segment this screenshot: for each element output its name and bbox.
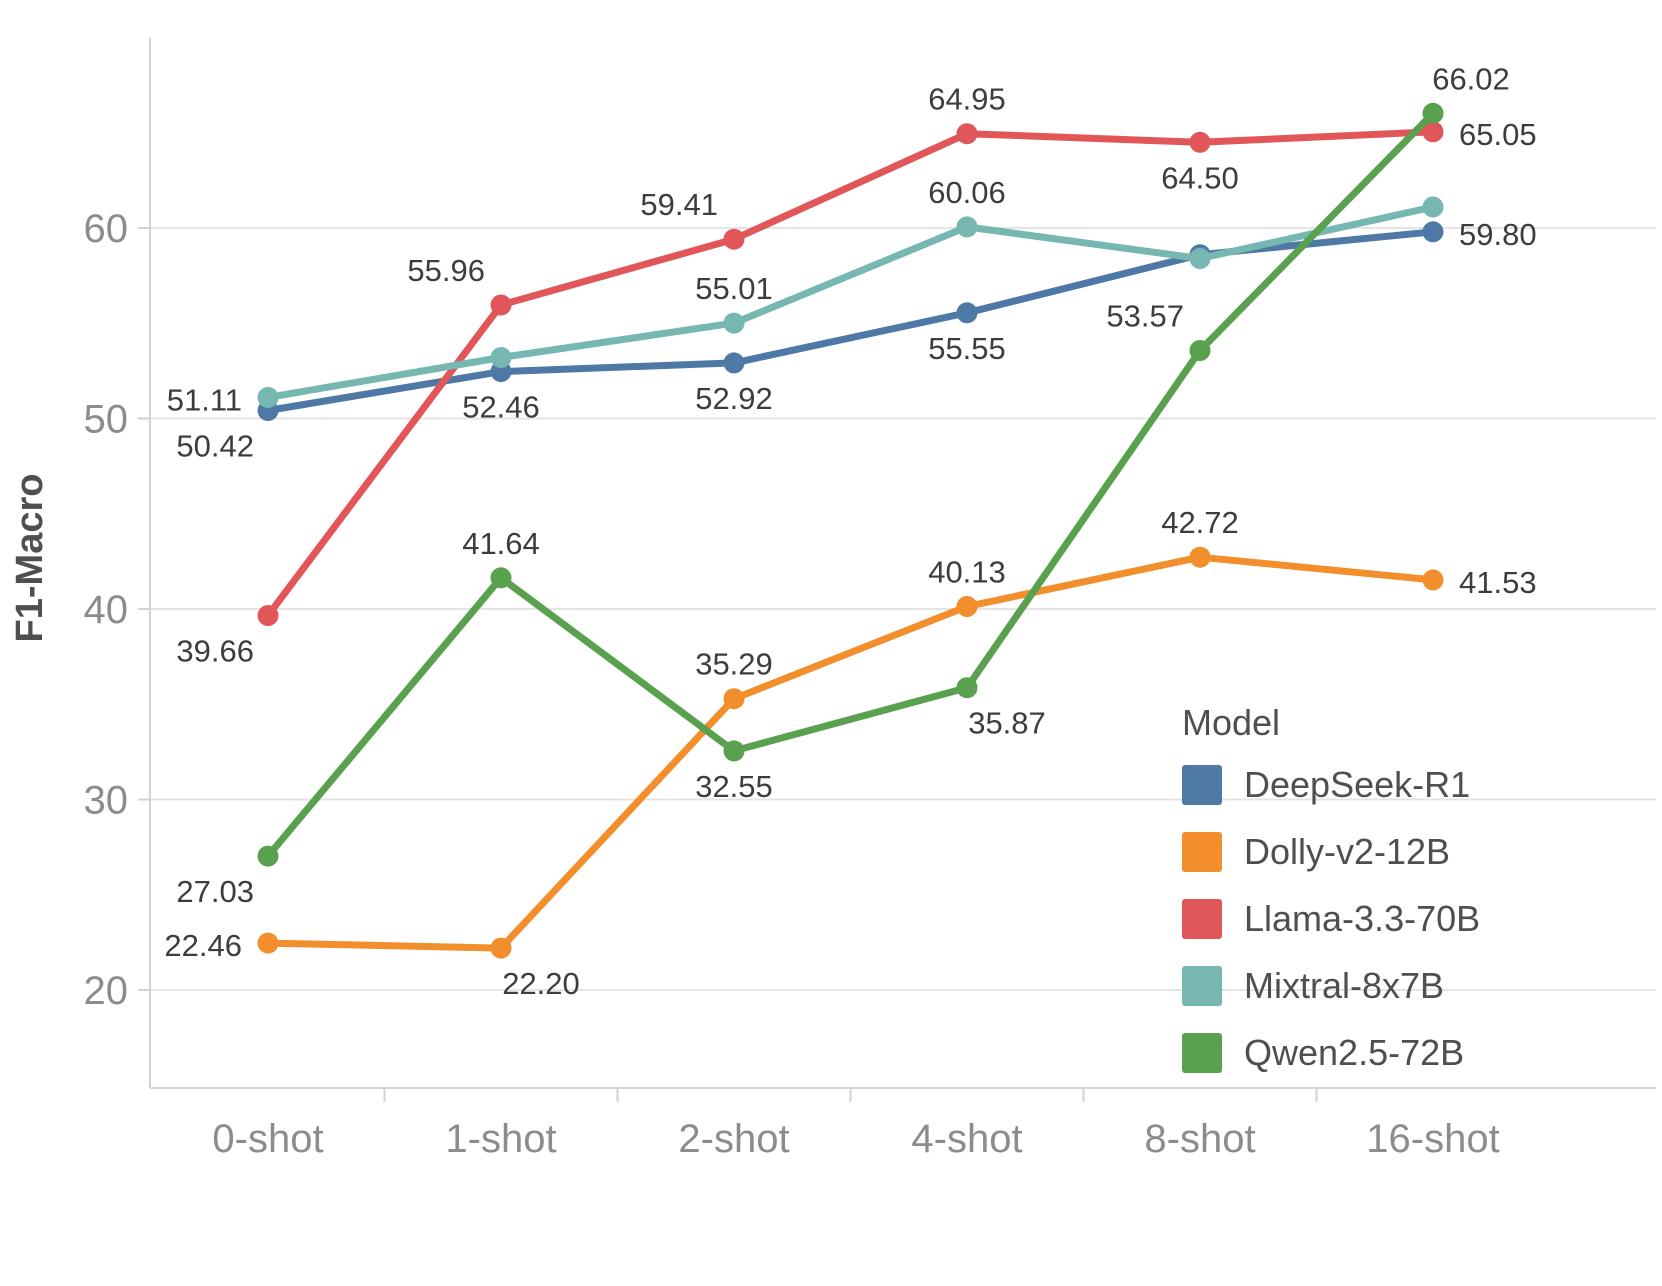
legend-swatch-deepseek-r1 [1182,765,1222,805]
data-label-dolly-v2-12b-1-shot: 22.20 [502,966,580,1001]
data-point-qwen2-5-72b-4-shot [956,677,978,699]
data-label-mixtral-8x7b-2-shot: 55.01 [695,271,773,306]
data-label-dolly-v2-12b-2-shot: 35.29 [695,647,773,682]
data-point-mixtral-8x7b-16-shot [1422,196,1444,218]
data-label-mixtral-8x7b-4-shot: 60.06 [928,175,1006,210]
legend-items: DeepSeek-R1 Dolly-v2-12B Llama-3.3-70B Mixt… [1182,764,1480,1074]
data-label-qwen2-5-72b-1-shot: 41.64 [462,526,540,561]
legend-title: Model [1182,702,1281,743]
data-point-deepseek-r1-4-shot [956,302,978,324]
data-point-mixtral-8x7b-1-shot [490,347,512,368]
x-tick-label-16-shot: 16-shot [1366,1117,1499,1161]
y-tick-label: 20 [84,969,129,1013]
data-point-mixtral-8x7b-0-shot [257,386,279,408]
data-label-mixtral-8x7b-0-shot: 51.11 [167,382,242,417]
data-point-llama-3-3-70b-16-shot [1422,121,1444,143]
series-line-qwen2-5-72b [264,109,1437,860]
data-label-qwen2-5-72b-16-shot: 66.02 [1432,61,1510,96]
x-tick-label-1-shot: 1-shot [445,1117,556,1161]
data-point-qwen2-5-72b-2-shot [723,740,745,762]
legend-label: Llama-3.3-70B [1244,898,1481,939]
data-point-mixtral-8x7b-4-shot [956,216,978,238]
data-point-llama-3-3-70b-4-shot [956,123,978,145]
data-label-llama-3-3-70b-4-shot: 64.95 [928,82,1006,117]
series-line-mixtral-8x7b [264,203,1437,401]
data-label-llama-3-3-70b-16-shot: 65.05 [1459,117,1537,152]
data-label-dolly-v2-12b-0-shot: 22.46 [164,928,242,963]
y-axis-title: F1-Macro [9,474,51,643]
legend-label: DeepSeek-R1 [1244,764,1471,805]
y-tick-label: 50 [84,398,129,442]
data-label-llama-3-3-70b-2-shot: 59.41 [640,187,718,222]
data-label-qwen2-5-72b-0-shot: 27.03 [176,874,254,909]
data-label-deepseek-r1-1-shot: 52.46 [462,390,540,425]
legend-item-mixtral-8x7b: Mixtral-8x7B [1182,965,1480,1007]
data-point-qwen2-5-72b-16-shot [1422,102,1444,124]
data-point-dolly-v2-12b-0-shot [257,932,279,954]
data-point-mixtral-8x7b-2-shot [723,312,745,334]
legend-item-deepseek-r1: DeepSeek-R1 [1182,764,1480,806]
data-label-deepseek-r1-0-shot: 50.42 [176,429,254,464]
y-tick-label: 30 [84,779,129,823]
data-point-qwen2-5-72b-1-shot [490,567,512,589]
legend-item-dolly-v2-12b: Dolly-v2-12B [1182,831,1480,873]
legend-swatch-mixtral-8x7b [1182,966,1222,1006]
legend-label: Qwen2.5-72B [1244,1032,1465,1073]
legend-swatch-dolly-v2-12b [1182,832,1222,872]
data-point-dolly-v2-12b-16-shot [1422,569,1444,591]
x-tick-label-2-shot: 2-shot [678,1117,789,1161]
data-label-llama-3-3-70b-8-shot: 64.50 [1161,160,1239,195]
data-point-qwen2-5-72b-0-shot [257,845,279,867]
legend-swatch-qwen2-5-72b [1182,1033,1222,1073]
data-label-dolly-v2-12b-16-shot: 41.53 [1459,565,1537,600]
data-label-llama-3-3-70b-0-shot: 39.66 [176,634,254,669]
legend-item-llama-3-3-70b: Llama-3.3-70B [1182,898,1480,940]
x-tick-label-0-shot: 0-shot [212,1117,323,1161]
data-point-dolly-v2-12b-1-shot [490,937,512,959]
legend-swatch-llama-3-3-70b [1182,899,1222,939]
data-point-deepseek-r1-16-shot [1422,221,1444,243]
series-line-dolly-v2-12b [264,553,1437,952]
legend-label: Mixtral-8x7B [1244,965,1445,1006]
data-point-llama-3-3-70b-1-shot [490,294,512,316]
x-tick-label-8-shot: 8-shot [1144,1117,1255,1161]
data-label-dolly-v2-12b-8-shot: 42.72 [1161,505,1239,540]
data-label-qwen2-5-72b-2-shot: 32.55 [695,769,773,804]
data-point-llama-3-3-70b-2-shot [723,228,745,250]
legend: Model DeepSeek-R1 Dolly-v2-12B Llama-3.3-7… [1182,702,1480,1099]
data-point-dolly-v2-12b-2-shot [723,688,745,710]
y-tick-label: 60 [84,207,129,251]
data-label-deepseek-r1-4-shot: 55.55 [928,331,1006,366]
data-point-dolly-v2-12b-8-shot [1189,546,1211,568]
data-label-dolly-v2-12b-4-shot: 40.13 [928,555,1006,590]
data-label-llama-3-3-70b-1-shot: 55.96 [407,253,485,288]
data-point-qwen2-5-72b-8-shot [1189,340,1211,361]
data-label-deepseek-r1-2-shot: 52.92 [695,381,773,416]
data-point-deepseek-r1-2-shot [723,352,745,374]
data-point-dolly-v2-12b-4-shot [956,596,978,617]
y-tick-label: 40 [84,588,129,632]
data-point-llama-3-3-70b-8-shot [1189,131,1211,153]
series-line-llama-3-3-70b [264,128,1437,619]
data-label-qwen2-5-72b-4-shot: 35.87 [968,706,1046,741]
x-tick-label-4-shot: 4-shot [911,1117,1022,1161]
data-point-llama-3-3-70b-0-shot [257,605,279,626]
data-point-mixtral-8x7b-8-shot [1189,248,1211,269]
legend-item-qwen2-5-72b: Qwen2.5-72B [1182,1032,1480,1074]
data-label-deepseek-r1-16-shot: 59.80 [1459,217,1537,252]
data-label-qwen2-5-72b-8-shot: 53.57 [1106,299,1184,334]
legend-label: Dolly-v2-12B [1244,831,1451,872]
